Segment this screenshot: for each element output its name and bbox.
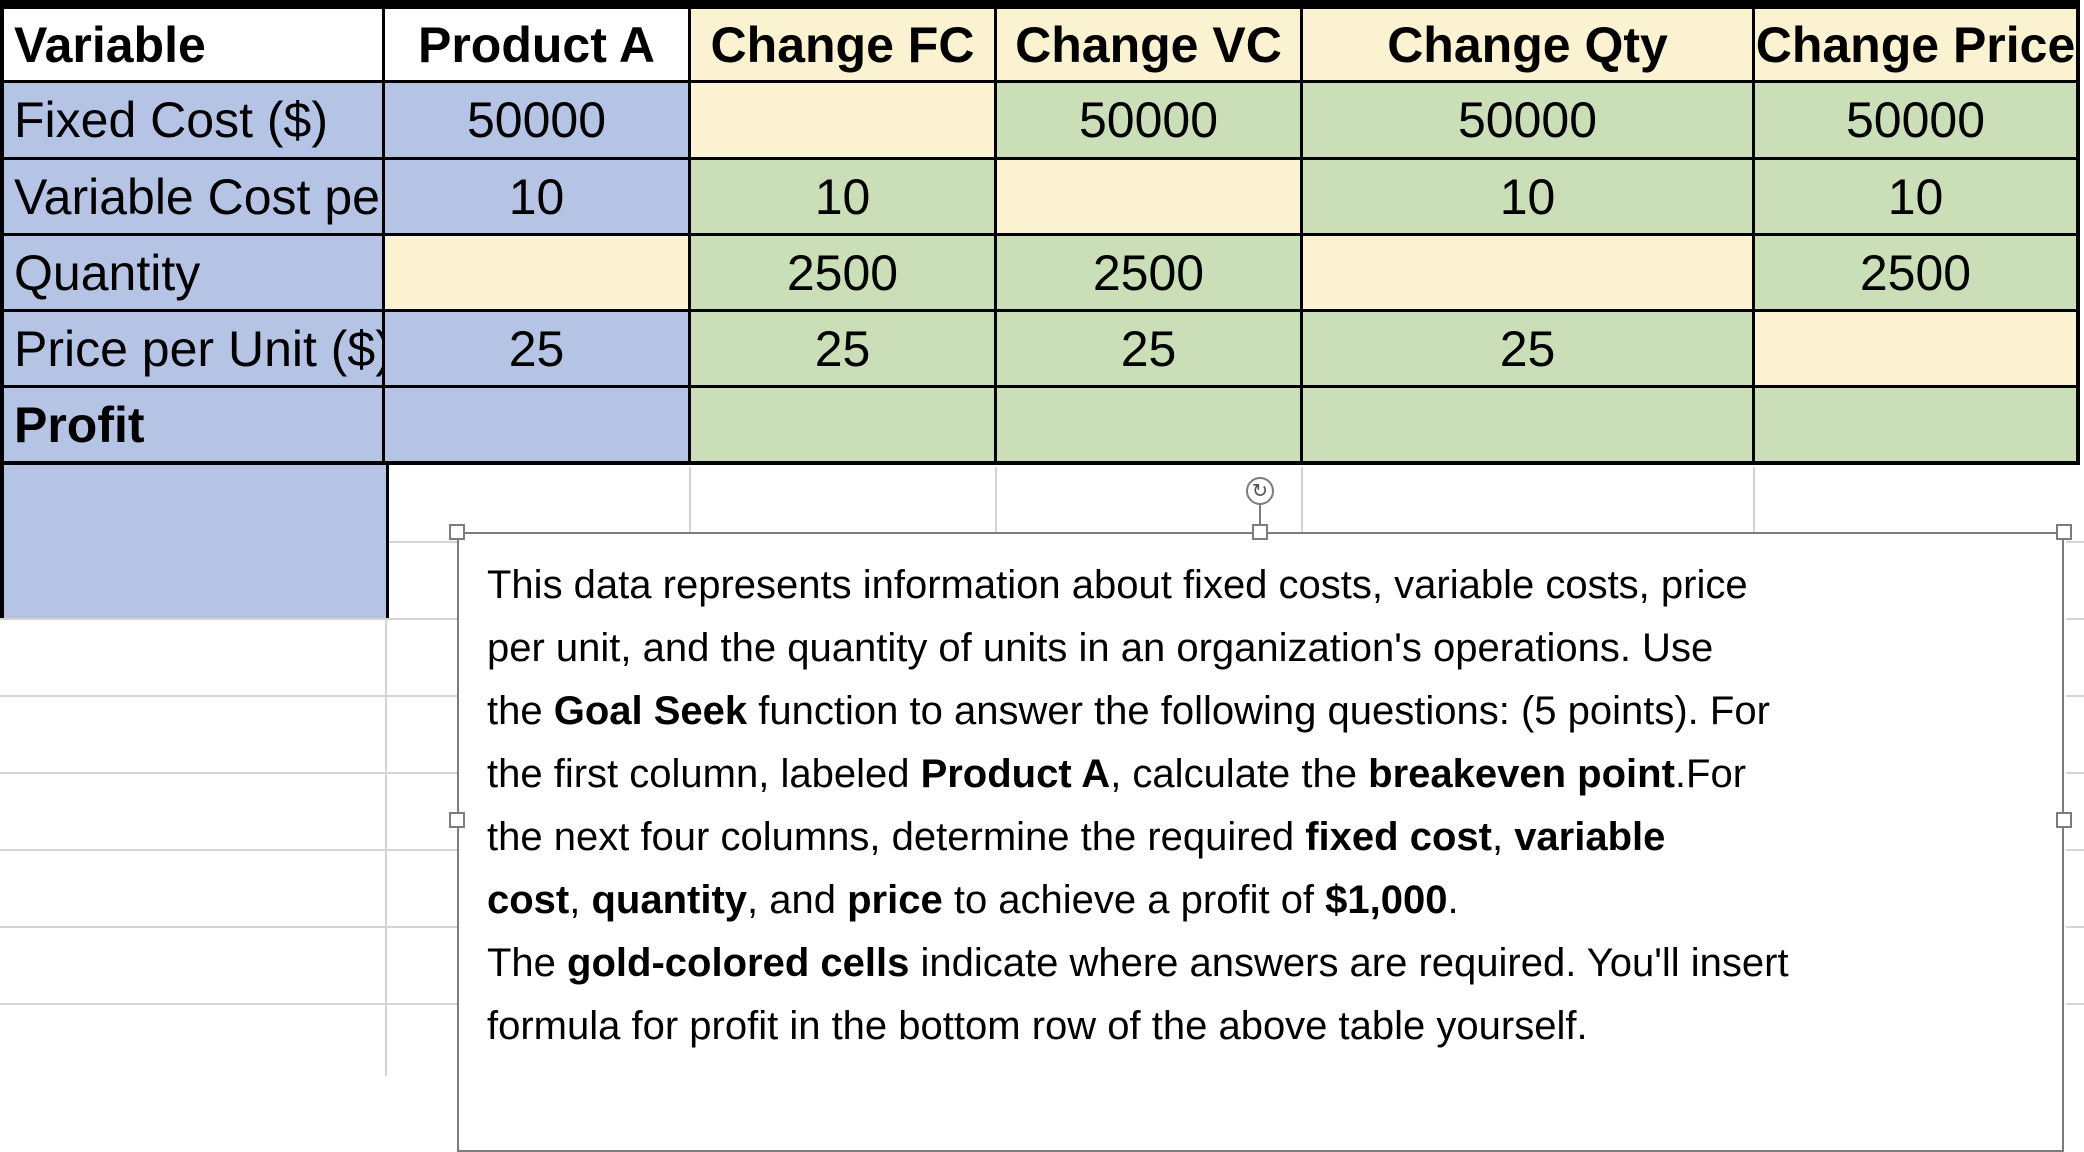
cell-profit-change-qty[interactable]: [1303, 388, 1755, 465]
cell-variable-cost-change-fc[interactable]: 10: [691, 160, 997, 236]
header-cell-change-vc[interactable]: Change VC: [997, 9, 1303, 83]
header-cell-change-price[interactable]: Change Price: [1755, 9, 2080, 83]
cell-price-product-a[interactable]: 25: [385, 312, 691, 388]
cell-price-change-fc[interactable]: 25: [691, 312, 997, 388]
rotate-handle-stem: [1259, 503, 1261, 526]
cell-profit-change-vc[interactable]: [997, 388, 1303, 465]
row-label-fixed-cost[interactable]: Fixed Cost ($): [4, 83, 385, 160]
gridline: [995, 467, 997, 532]
cell-quantity-change-vc[interactable]: 2500: [997, 236, 1303, 312]
gridline: [2066, 926, 2084, 928]
cell-variable-cost-change-qty[interactable]: 10: [1303, 160, 1755, 236]
header-cell-product-a[interactable]: Product A: [385, 9, 691, 83]
gridline: [0, 849, 457, 851]
header-cell-change-qty[interactable]: Change Qty: [1303, 9, 1755, 83]
header-cell-change-fc[interactable]: Change FC: [691, 9, 997, 83]
cell-price-change-price[interactable]: [1755, 312, 2080, 388]
cell-quantity-change-price[interactable]: 2500: [1755, 236, 2080, 312]
row-label-profit[interactable]: Profit: [4, 388, 385, 465]
gridline: [689, 467, 691, 532]
cell-variable-cost-product-a[interactable]: 10: [385, 160, 691, 236]
gridline: [1753, 467, 1755, 532]
gridline: [0, 1003, 457, 1005]
gridline: [2066, 541, 2084, 543]
cell-variable-cost-change-price[interactable]: 10: [1755, 160, 2080, 236]
cell-profit-product-a[interactable]: [385, 388, 691, 465]
row-label-variable-cost[interactable]: Variable Cost per Unit ($): [4, 160, 385, 236]
instructions-text: This data represents information about f…: [487, 563, 1789, 1048]
cell-fixed-cost-product-a[interactable]: 50000: [385, 83, 691, 160]
cell-quantity-change-qty[interactable]: [1303, 236, 1755, 312]
instructions-textbox[interactable]: This data represents information about f…: [457, 532, 2064, 1152]
cell-fixed-cost-change-fc[interactable]: [691, 83, 997, 160]
gridline: [2066, 849, 2084, 851]
resize-handle-mid-right[interactable]: [2056, 812, 2072, 828]
header-cell-variable[interactable]: Variable: [4, 9, 385, 83]
row-label-quantity[interactable]: Quantity: [4, 236, 385, 312]
gridline: [0, 695, 457, 697]
gridline: [2066, 772, 2084, 774]
rotate-handle-icon[interactable]: ↻: [1246, 477, 1274, 505]
gridline: [2066, 618, 2084, 620]
spreadsheet-table: Variable Product A Change FC Change VC C…: [0, 0, 2080, 465]
gridline: [0, 926, 457, 928]
resize-handle-top-left[interactable]: [449, 524, 465, 540]
cell-price-change-vc[interactable]: 25: [997, 312, 1303, 388]
gridline: [2066, 695, 2084, 697]
gridline: [0, 772, 457, 774]
cell-quantity-change-fc[interactable]: 2500: [691, 236, 997, 312]
cell-fixed-cost-change-price[interactable]: 50000: [1755, 83, 2080, 160]
gridline: [389, 541, 457, 543]
cell-fixed-cost-change-qty[interactable]: 50000: [1303, 83, 1755, 160]
gridline: [0, 618, 457, 620]
cell-profit-change-fc[interactable]: [691, 388, 997, 465]
resize-handle-top-center[interactable]: [1252, 524, 1268, 540]
row-label-price-per-unit[interactable]: Price per Unit ($): [4, 312, 385, 388]
cell-fixed-cost-change-vc[interactable]: 50000: [997, 83, 1303, 160]
gridline: [1301, 467, 1303, 532]
resize-handle-mid-left[interactable]: [449, 812, 465, 828]
cell-price-change-qty[interactable]: 25: [1303, 312, 1755, 388]
cell-variable-cost-change-vc[interactable]: [997, 160, 1303, 236]
cell-profit-change-price[interactable]: [1755, 388, 2080, 465]
gridline: [385, 619, 387, 1076]
cell-quantity-product-a[interactable]: [385, 236, 691, 312]
blue-fill-block[interactable]: [0, 465, 389, 619]
gridline: [2066, 1003, 2084, 1005]
resize-handle-top-right[interactable]: [2056, 524, 2072, 540]
